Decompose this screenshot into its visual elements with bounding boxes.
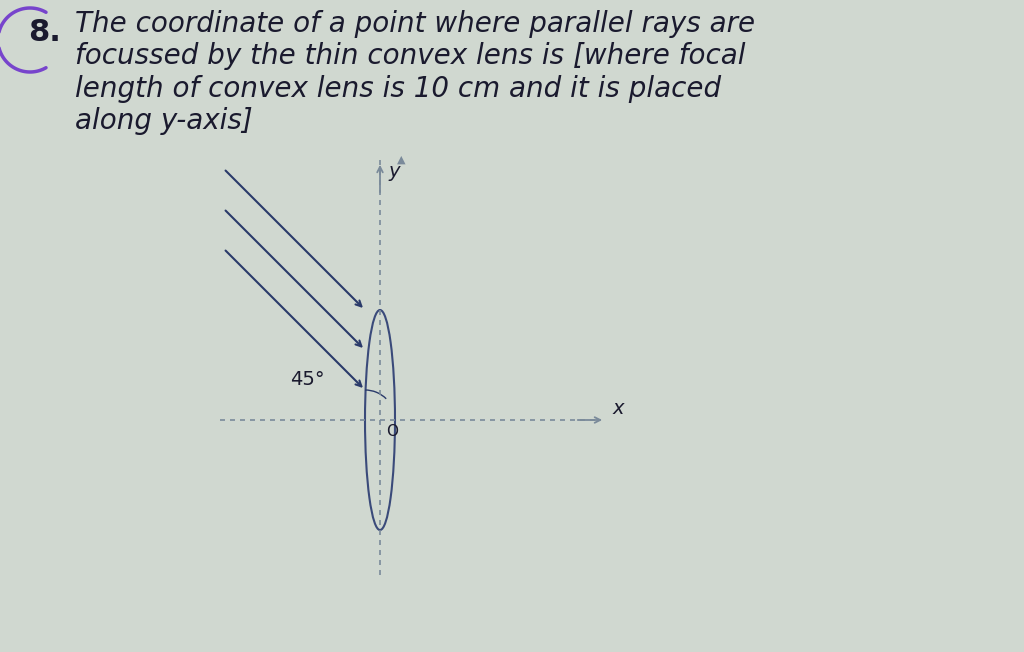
Text: 45°: 45° — [290, 370, 325, 389]
Text: 8.: 8. — [29, 18, 61, 47]
Text: x: x — [612, 399, 624, 418]
Text: y: y — [388, 162, 399, 181]
Text: ▲: ▲ — [397, 155, 406, 165]
Text: O: O — [386, 424, 398, 439]
Text: The coordinate of a point where parallel rays are
focussed by the thin convex le: The coordinate of a point where parallel… — [75, 10, 755, 135]
